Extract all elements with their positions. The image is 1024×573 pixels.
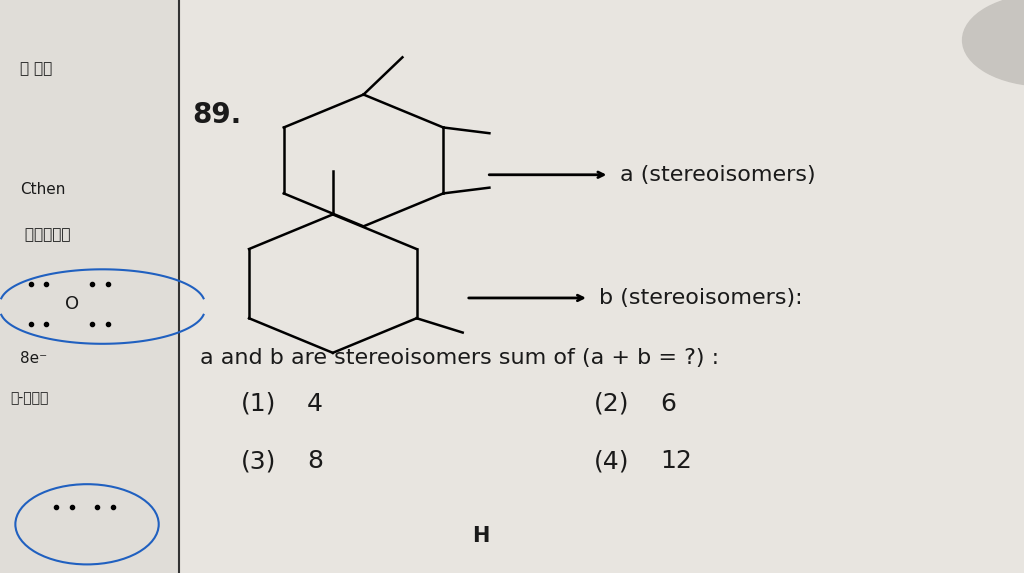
Text: 8: 8 [307,449,324,473]
Text: a and b are stereoisomers sum of (a + b = ?) :: a and b are stereoisomers sum of (a + b … [200,348,719,368]
Text: (2): (2) [594,392,630,416]
Text: (1): (1) [241,392,276,416]
Text: (4): (4) [594,449,630,473]
Text: 12: 12 [660,449,692,473]
Text: बंधित: बंधित [20,227,71,242]
Circle shape [963,0,1024,86]
Text: 6: 6 [660,392,677,416]
Circle shape [15,484,159,564]
Text: O: O [65,295,79,313]
Text: a (stereoisomers): a (stereoisomers) [620,165,815,185]
Text: 4: 4 [307,392,324,416]
Text: 8e⁻: 8e⁻ [20,351,47,366]
Text: ई-आवं: ई-आवं [10,391,48,405]
Text: Cthen: Cthen [20,182,66,197]
Text: H: H [473,526,489,545]
Text: (3): (3) [241,449,276,473]
Text: 89.: 89. [193,101,242,128]
Bar [0,0,179,573]
Text: क सं: क सं [20,61,52,76]
Text: b (stereoisomers):: b (stereoisomers): [599,288,803,308]
